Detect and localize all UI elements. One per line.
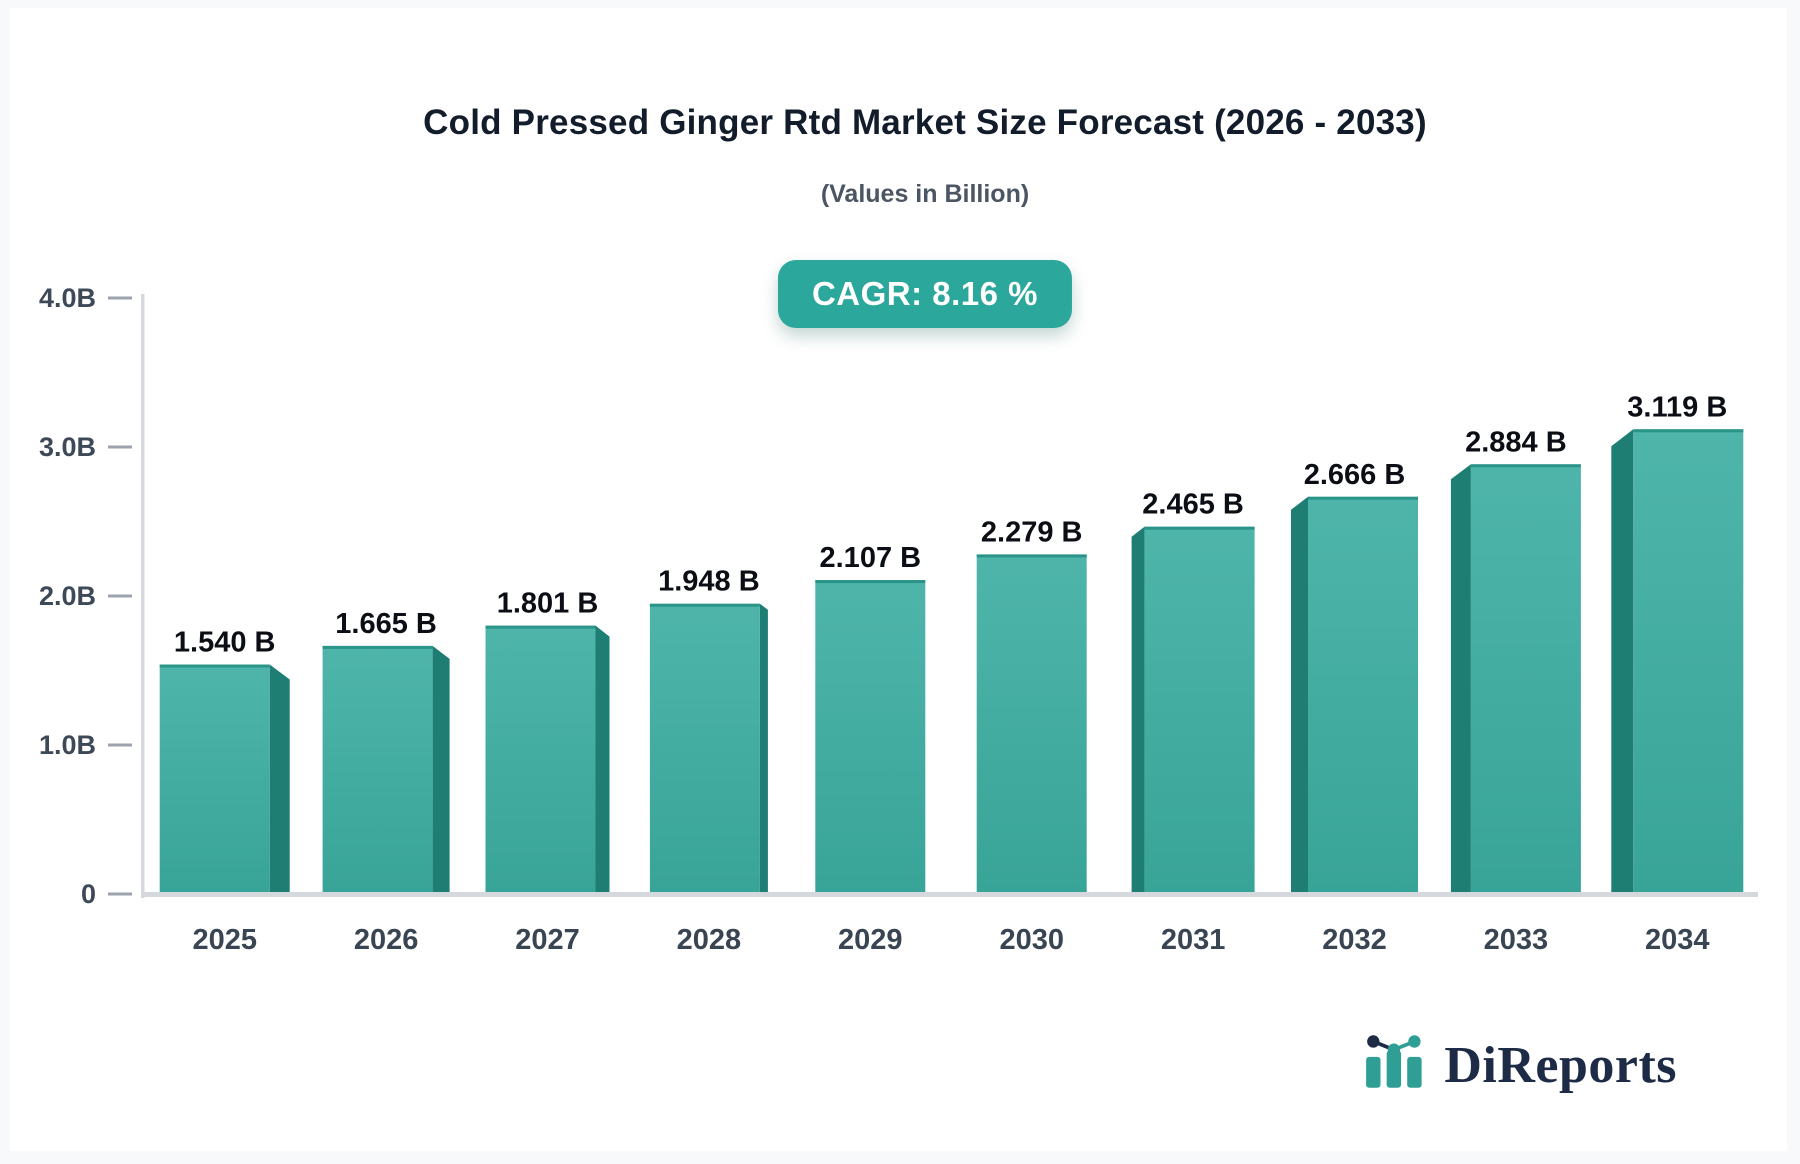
bar-value-label: 2.465 B: [1142, 489, 1244, 521]
bar-value-label: 2.666 B: [1304, 459, 1406, 491]
x-axis-baseline: [141, 892, 1758, 897]
bar-face: [976, 554, 1087, 894]
bar-group: 2.884 B: [1450, 426, 1581, 894]
bar-side-face: [432, 645, 450, 894]
y-axis-label: 4.0B: [39, 283, 96, 313]
bar-group: 2.465 B: [1131, 489, 1255, 894]
x-axis-label: 2026: [354, 924, 419, 956]
y-axis-tick: [108, 743, 132, 747]
bar-value-label: 2.107 B: [820, 542, 922, 574]
bar-value-label: 2.884 B: [1465, 426, 1567, 458]
bar-side-face: [759, 603, 768, 894]
chart-subtitle: (Values in Billion): [820, 180, 1030, 208]
bar-face: [1144, 526, 1255, 894]
bar-group: 1.948 B: [649, 566, 768, 894]
bar-value-label: 1.540 B: [174, 627, 276, 659]
bar-group: 3.119 B: [1611, 391, 1744, 894]
bar-group: 2.279 B: [976, 516, 1087, 894]
bar-group: 1.540 B: [159, 627, 290, 894]
bar-value-label: 1.665 B: [335, 608, 437, 640]
bar-group: 2.666 B: [1291, 459, 1418, 894]
logo-text: DiReports: [1444, 1037, 1677, 1094]
bar-top-edge: [1633, 429, 1744, 433]
y-axis-tick: [108, 892, 132, 896]
bar-top-edge: [485, 625, 596, 629]
bar-side-face: [269, 664, 290, 894]
brand-logo: DiReports: [1362, 1030, 1677, 1092]
x-axis-label: 2027: [515, 924, 580, 956]
bar-value-label: 3.119 B: [1627, 391, 1727, 423]
bar-top-edge: [322, 645, 433, 649]
cagr-badge: CAGR: 8.16 %: [777, 260, 1073, 328]
bar-side-face: [1131, 526, 1145, 894]
market-size-bar-chart: 4.0B 3.0B 2.0B 1.0B 0 1.540 B 1.665 B 1.801 B 1.…: [39, 283, 1758, 956]
x-axis-label: 2034: [1645, 924, 1710, 956]
bar-side-face: [1291, 496, 1308, 894]
x-axis-label: 2033: [1484, 924, 1549, 956]
bar-face: [322, 645, 433, 894]
y-axis-label: 2.0B: [39, 581, 96, 611]
y-axis-label: 0: [81, 879, 96, 909]
y-axis-label: 1.0B: [39, 730, 96, 760]
bar-top-edge: [649, 603, 760, 607]
y-axis-tick: [108, 445, 132, 449]
bar-side-face: [1450, 464, 1471, 894]
x-axis-label: 2025: [192, 924, 257, 956]
chart-title: Cold Pressed Ginger Rtd Market Size Fore…: [423, 103, 1427, 142]
bar-group: 2.107 B: [815, 542, 926, 894]
bar-side-face: [595, 625, 610, 894]
bar-top-edge: [1308, 496, 1418, 500]
y-axis-line: [141, 294, 145, 898]
bar-face: [1470, 464, 1581, 894]
bar-top-edge: [815, 580, 926, 584]
y-axis-tick: [108, 594, 132, 598]
bar-top-edge: [976, 554, 1087, 558]
bar-face: [1308, 496, 1418, 894]
x-axis-label: 2030: [999, 924, 1064, 956]
bar-value-label: 1.801 B: [497, 588, 599, 620]
bar-top-edge: [159, 664, 270, 668]
y-axis-label: 3.0B: [39, 432, 96, 462]
x-axis-label: 2028: [677, 924, 742, 956]
bar-side-face: [1611, 429, 1634, 894]
y-axis-tick: [108, 296, 132, 300]
bar-group: 1.801 B: [485, 588, 610, 894]
bar-value-label: 1.948 B: [658, 566, 760, 598]
bar-group: 1.665 B: [322, 608, 450, 894]
x-axis-label: 2032: [1322, 924, 1387, 956]
x-axis-label: 2029: [838, 924, 903, 956]
bar-value-label: 2.279 B: [981, 516, 1083, 548]
bar-face: [159, 664, 270, 894]
mini-bar-chart-icon: [1366, 1035, 1422, 1088]
bar-top-edge: [1470, 464, 1581, 468]
bar-top-edge: [1144, 526, 1255, 530]
bar-face: [649, 603, 760, 894]
bar-face: [1633, 429, 1744, 894]
x-axis-label: 2031: [1161, 924, 1226, 956]
bar-face: [815, 580, 926, 894]
chart-canvas: Cold Pressed Ginger Rtd Market Size Fore…: [10, 8, 1787, 1151]
bar-face: [485, 625, 596, 894]
